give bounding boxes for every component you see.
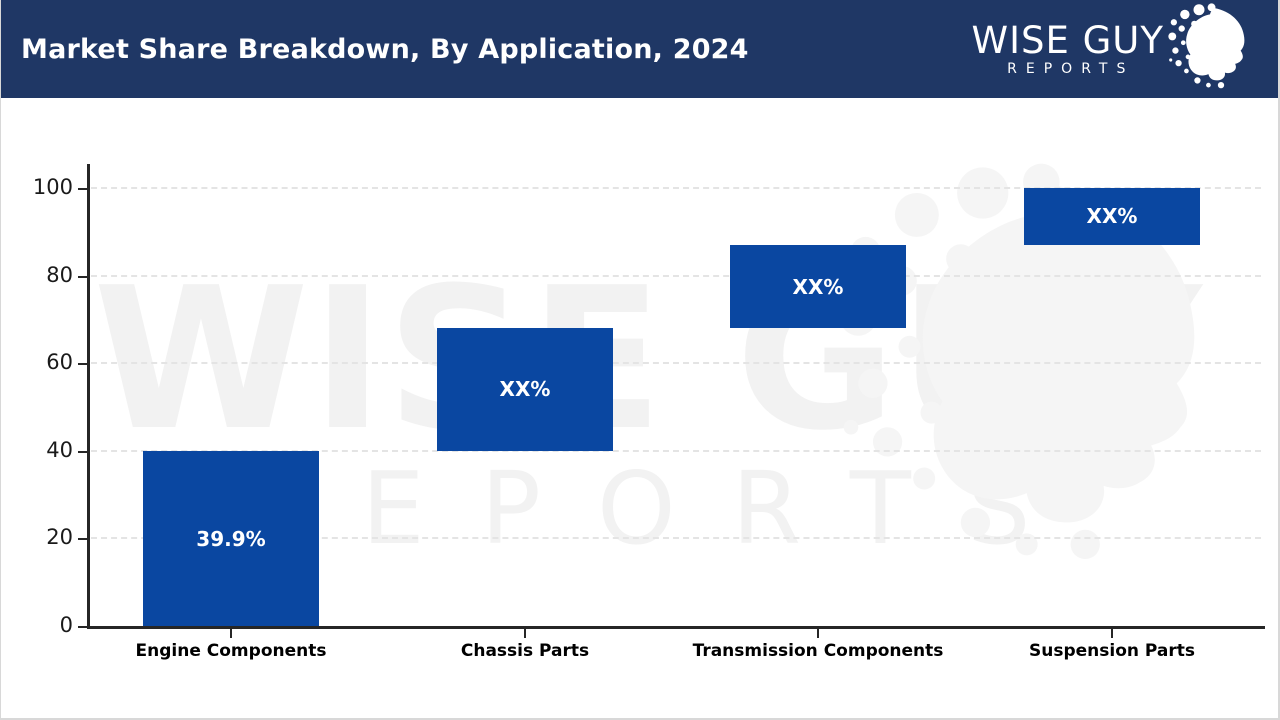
x-tick-mark [524,629,526,638]
bar-value-label: XX% [1086,204,1138,229]
watermark-text-line2: REPORTS [236,450,1087,567]
bar-value-label: XX% [499,377,551,402]
chart-area: WISE GUY REPORTS 0 20 40 60 80 100 39.9% XX% XX%… [1,98,1278,718]
x-axis-label: Transmission Components [692,641,944,661]
y-tick-label: 0 [59,613,73,637]
gridline [91,537,1261,540]
logo-face-icon [1168,3,1245,89]
y-tick-mark [78,538,88,541]
watermark-text-line1: WISE GUY [93,246,1204,474]
y-tick-label: 80 [46,262,73,287]
bar-engine-components: 39.9% [143,451,319,626]
gridline [91,449,1261,452]
gridline [91,187,1261,189]
y-tick-mark [78,363,88,366]
x-tick-mark [1111,629,1113,638]
bar-value-label: 39.9% [196,526,266,551]
x-axis-line [87,626,1265,629]
y-tick-mark [78,188,88,190]
y-tick-label: 40 [46,437,73,462]
bar-value-label: XX% [792,274,844,299]
logo-wordmark: WISE GUY [971,19,1164,62]
bar-suspension-parts: XX% [1024,188,1200,245]
x-axis-label: Chassis Parts [460,641,590,661]
logo-subtext: REPORTS [1007,61,1135,77]
y-tick-mark [78,626,88,628]
bar-chassis-parts: XX% [437,328,613,451]
y-tick-label: 20 [46,525,73,550]
gridline [91,274,1261,277]
y-tick-mark [78,275,88,278]
y-tick-label: 60 [46,350,73,375]
bar-transmission-components: XX% [730,244,906,329]
chart-title: Market Share Breakdown, By Application, … [21,33,749,65]
x-tick-mark [817,629,819,638]
gridline [91,362,1261,365]
x-axis-label: Engine Components [135,641,327,661]
header-bar: Market Share Breakdown, By Application, … [1,0,1278,98]
y-tick-mark [78,450,88,453]
wise-guy-reports-logo: WISE GUY REPORTS [972,3,1254,95]
y-tick-label: 100 [32,175,73,199]
x-axis-label: Suspension Parts [1028,641,1195,661]
x-tick-mark [230,629,232,638]
y-axis-line [87,164,90,629]
